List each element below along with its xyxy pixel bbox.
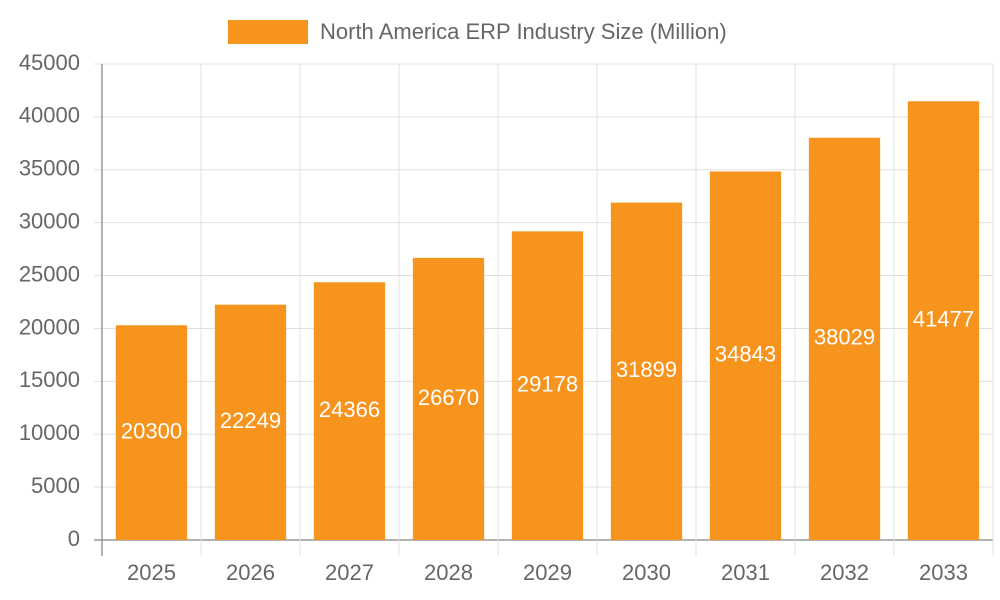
x-tick-label: 2025: [127, 560, 176, 585]
value-label: 29178: [517, 371, 578, 396]
value-label: 22249: [220, 408, 281, 433]
bar: [511, 231, 584, 540]
y-tick-label: 45000: [19, 50, 80, 75]
y-tick-label: 20000: [19, 314, 80, 339]
y-tick-label: 5000: [31, 473, 80, 498]
value-label: 24366: [319, 397, 380, 422]
bar: [412, 257, 485, 540]
bar: [313, 282, 386, 540]
y-tick-label: 15000: [19, 367, 80, 392]
value-label: 41477: [913, 306, 974, 331]
y-tick-label: 35000: [19, 156, 80, 181]
x-tick-label: 2026: [226, 560, 275, 585]
bar: [214, 304, 287, 540]
y-tick-label: 40000: [19, 103, 80, 128]
value-label: 20300: [121, 418, 182, 443]
y-tick-label: 10000: [19, 420, 80, 445]
bar: [610, 202, 683, 540]
value-label: 38029: [814, 325, 875, 350]
x-tick-label: 2031: [721, 560, 770, 585]
x-tick-label: 2027: [325, 560, 374, 585]
x-tick-label: 2032: [820, 560, 869, 585]
x-tick-label: 2028: [424, 560, 473, 585]
bar: [709, 171, 782, 541]
value-label: 26670: [418, 385, 479, 410]
y-tick-label: 0: [68, 526, 80, 551]
value-label: 31899: [616, 357, 677, 382]
x-tick-label: 2029: [523, 560, 572, 585]
y-tick-label: 30000: [19, 208, 80, 233]
x-tick-label: 2033: [919, 560, 968, 585]
bar: [808, 137, 881, 541]
value-label: 34843: [715, 342, 776, 367]
bar: [907, 101, 980, 541]
legend-label: North America ERP Industry Size (Million…: [320, 19, 727, 44]
y-tick-label: 25000: [19, 261, 80, 286]
legend-swatch: [228, 20, 308, 44]
x-tick-label: 2030: [622, 560, 671, 585]
bar: [115, 325, 188, 540]
